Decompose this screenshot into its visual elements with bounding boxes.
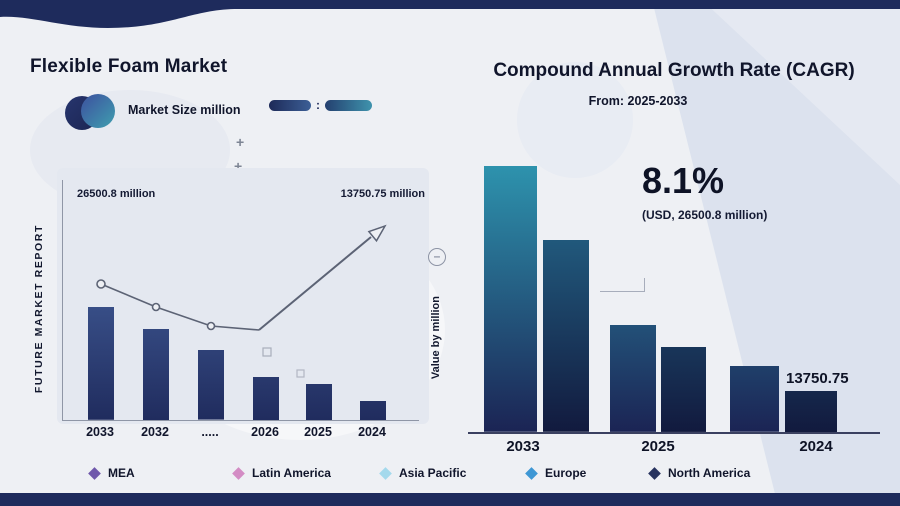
x-label-2024: 2024 xyxy=(358,425,386,439)
market-size-bar-2026 xyxy=(253,376,279,420)
bottom-bar xyxy=(0,493,900,506)
trend-marker xyxy=(206,321,216,331)
pill-separator: : xyxy=(316,98,320,112)
legend-item-latin-america: Latin America xyxy=(232,466,331,480)
left-x-axis-labels: 2033 2032 ..... 2026 2025 2024 xyxy=(62,425,418,441)
legend-pills-decor: : xyxy=(269,98,372,112)
cagr-subtitle: From: 2025-2033 xyxy=(588,94,688,108)
cagr-x-label-2024: 2024 xyxy=(799,438,833,455)
cagr-chart: 13750.75 xyxy=(468,158,880,434)
diagonal-band-light xyxy=(702,0,900,185)
disc-front-shape xyxy=(81,94,115,128)
mea-diamond-icon xyxy=(88,466,101,480)
legend-label: Latin America xyxy=(252,466,331,480)
pill-shape xyxy=(269,100,311,111)
plus-mark-decor: + xyxy=(236,134,245,150)
market-size-bar-2032 xyxy=(143,328,169,420)
plus-mark-decor: + xyxy=(234,158,243,174)
trend-arrow-shaft xyxy=(258,236,372,331)
legend-label: Europe xyxy=(545,466,587,480)
square-marker-decor xyxy=(262,347,272,357)
square-marker-decor xyxy=(296,369,305,378)
cagr-value: 8.1% xyxy=(642,160,725,201)
legend-label: MEA xyxy=(108,466,135,480)
cagr-caption: (USD, 26500.8 million) xyxy=(642,208,768,222)
market-size-disc-icon xyxy=(63,92,121,132)
cagr-bar-2024-primary xyxy=(730,366,779,432)
north-america-diamond-icon xyxy=(648,466,661,480)
cagr-x-label-2025: 2025 xyxy=(641,438,675,455)
value-label-2024: 13750.75 million xyxy=(340,188,425,200)
legend-item-mea: MEA xyxy=(88,466,135,480)
market-size-bar-mid xyxy=(198,350,224,420)
value-label-2033: 26500.8 million xyxy=(77,188,156,200)
trend-line xyxy=(96,224,387,378)
cagr-bar-2025-primary xyxy=(610,325,656,432)
cagr-x-label-2033: 2033 xyxy=(506,438,540,455)
legend-label: Asia Pacific xyxy=(399,466,467,480)
cagr-bar-2025-secondary xyxy=(661,347,706,432)
left-chart-title: Flexible Foam Market xyxy=(30,56,228,77)
cagr-bar-2033-secondary xyxy=(543,240,589,432)
x-label-2033: 2033 xyxy=(86,425,114,439)
latin-america-diamond-icon xyxy=(232,466,245,480)
callout-13750: 13750.75 xyxy=(786,370,849,387)
minus-circle-icon: – xyxy=(428,248,446,266)
cagr-title: Compound Annual Growth Rate (CAGR) xyxy=(493,60,855,81)
trend-marker xyxy=(96,279,106,289)
market-size-bar-2033 xyxy=(88,307,114,420)
market-size-bar-2025 xyxy=(306,384,332,420)
x-label-ellipsis: ..... xyxy=(201,425,219,439)
market-size-bar-2024 xyxy=(360,400,386,420)
cagr-bar-2024-secondary xyxy=(785,390,837,432)
trend-marker xyxy=(151,302,161,312)
legend-item-north-america: North America xyxy=(648,466,751,480)
asia-pacific-diamond-icon xyxy=(379,466,392,480)
market-size-legend-label: Market Size million xyxy=(128,103,241,117)
x-label-2026: 2026 xyxy=(251,425,279,439)
value-axis-label: Value by million xyxy=(430,296,442,380)
x-label-2025: 2025 xyxy=(304,425,332,439)
trend-arrow-head xyxy=(367,224,387,243)
step-line-decor xyxy=(600,278,645,292)
cagr-bar-2033-primary xyxy=(484,166,537,432)
pill-shape xyxy=(325,100,372,111)
market-size-plot: 26500.8 million 13750.75 million xyxy=(62,180,425,421)
legend-label: North America xyxy=(668,466,751,480)
legend-item-europe: Europe xyxy=(525,466,587,480)
legend-item-asia-pacific: Asia Pacific xyxy=(379,466,467,480)
x-label-2032: 2032 xyxy=(141,425,169,439)
top-wave xyxy=(0,0,900,28)
decor-blob xyxy=(517,62,633,178)
future-market-report-label: FUTURE MARKET REPORT xyxy=(33,224,45,394)
europe-diamond-icon xyxy=(525,466,538,480)
